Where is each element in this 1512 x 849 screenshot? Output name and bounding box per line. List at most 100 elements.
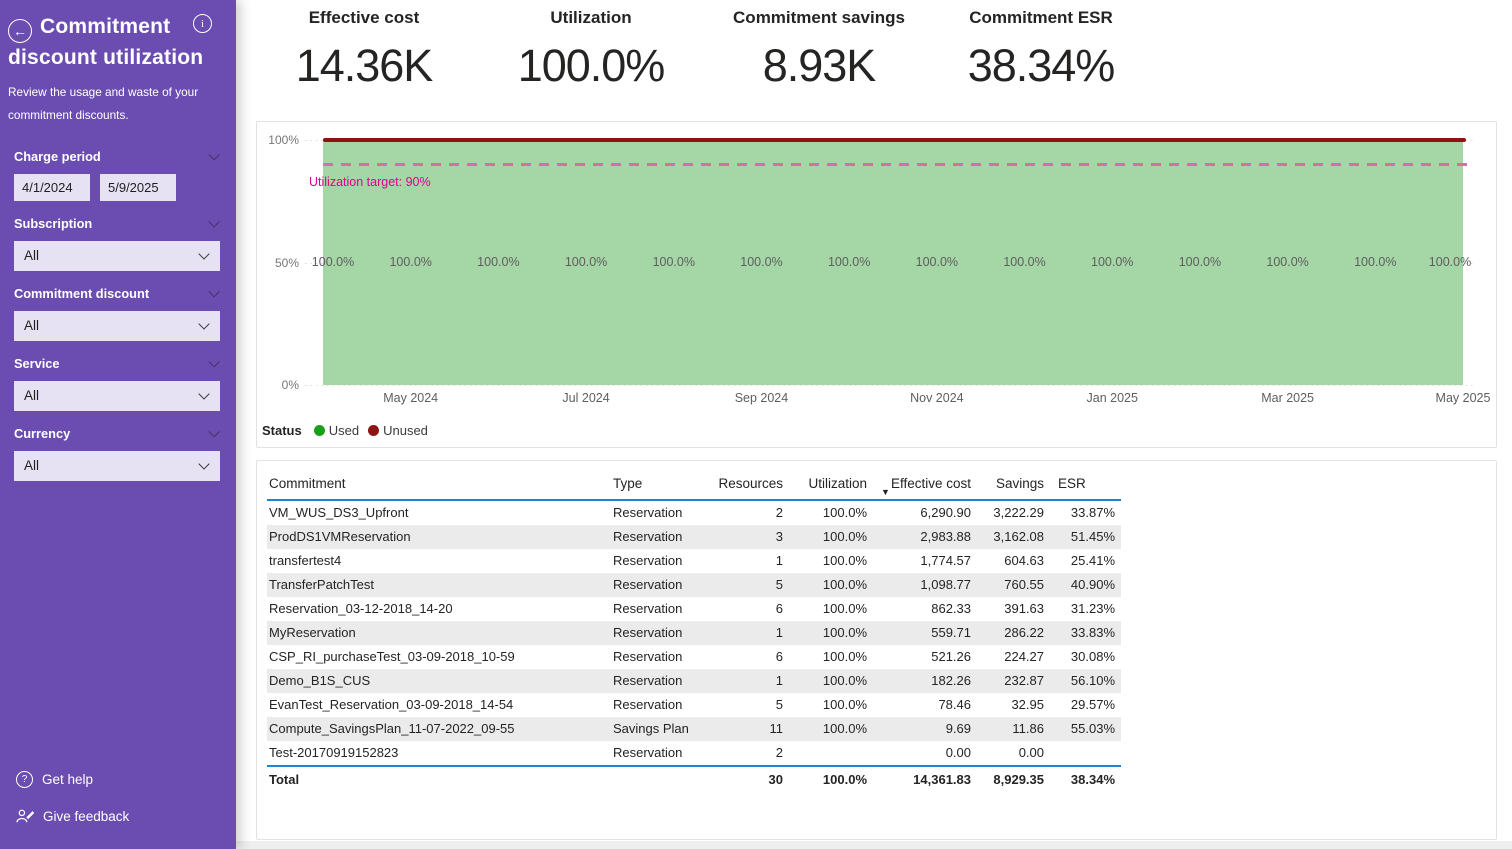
table-row[interactable]: transfertest4 Reservation 1 100.0% 1,774.57 6… — [267, 549, 1121, 573]
cell-resources: 3 — [775, 529, 783, 544]
filter-header-charge-period[interactable]: Charge period — [14, 147, 220, 167]
kpi-label: Effective cost — [308, 8, 420, 27]
currency-dropdown[interactable]: All — [14, 450, 220, 481]
legend-item-unused[interactable]: Unused — [368, 423, 428, 438]
total-cell-type — [613, 767, 709, 791]
data-label: 100.0% — [564, 255, 608, 269]
cell-commitment: Demo_B1S_CUS — [269, 673, 371, 688]
data-label: 100.0% — [1003, 255, 1046, 269]
cell-utilization: 100.0% — [822, 529, 867, 544]
cell-effective-cost: 1,098.77 — [920, 577, 971, 592]
page-title: Commitment discount utilization — [8, 15, 204, 69]
commitments-table: Commitment Type Resources Utilization Effect… — [267, 471, 1121, 791]
legend-item-label: Unused — [383, 423, 428, 438]
table-row[interactable]: Demo_B1S_CUS Reservation 1 100.0% 182.26 232.… — [267, 669, 1121, 693]
cell-type: Reservation — [613, 697, 683, 712]
kpi-card-commitment-savings: Commitment savings 8.93K — [699, 8, 939, 92]
cell-resources: 1 — [775, 625, 783, 640]
y-axis-tick: 0% — [281, 378, 299, 392]
total-cell-savings: 8,929.35 — [993, 772, 1044, 787]
cell-utilization: 100.0% — [822, 649, 867, 664]
cell-savings: 224.27 — [1004, 649, 1044, 664]
kpi-label: Commitment ESR — [969, 8, 1113, 27]
give-feedback-button[interactable]: Give feedback — [16, 806, 129, 826]
cell-utilization: 100.0% — [822, 505, 867, 520]
charge-period-end-input[interactable]: 5/9/2025 — [100, 173, 176, 201]
utilization-target-line — [323, 163, 1473, 166]
cell-esr: 33.87% — [1070, 505, 1115, 520]
column-header-type[interactable]: Type — [613, 476, 643, 491]
cell-effective-cost: 9.69 — [945, 721, 971, 736]
table-row[interactable]: ProdDS1VMReservation Reservation 3 100.0% 2,… — [267, 525, 1121, 549]
cell-effective-cost: 0.00 — [945, 745, 971, 760]
column-header-utilization[interactable]: Utilization — [808, 476, 867, 491]
column-header-esr[interactable]: ESR — [1058, 476, 1086, 491]
data-label: 100.0% — [1178, 255, 1222, 269]
cell-esr: 29.57% — [1070, 697, 1115, 712]
table-row[interactable]: MyReservation Reservation 1 100.0% 559.71 286… — [267, 621, 1121, 645]
legend-dot-used-icon — [313, 425, 325, 436]
cell-commitment: EvanTest_Reservation_03-09-2018_14-54 — [269, 697, 514, 712]
cell-resources: 6 — [775, 601, 783, 616]
filter-header-service[interactable]: Service — [14, 354, 220, 374]
table-row[interactable]: Compute_SavingsPlan_11-07-2022_09-55 Savi… — [267, 717, 1121, 741]
cell-resources: 1 — [775, 553, 783, 568]
cell-esr: 31.23% — [1070, 601, 1115, 616]
filter-label-subscription: Subscription — [14, 216, 93, 232]
x-axis-tick: Jan 2025 — [1086, 391, 1138, 405]
info-icon[interactable]: i — [193, 14, 212, 33]
charge-period-start-input[interactable]: 4/1/2024 — [14, 173, 90, 201]
column-header-resources[interactable]: Resources — [718, 476, 783, 491]
column-header-commitment[interactable]: Commitment — [269, 476, 346, 491]
cell-commitment: Test-20170919152823 — [269, 745, 399, 760]
total-cell-resources: 30 — [768, 772, 783, 787]
x-axis-tick: Mar 2025 — [1261, 391, 1315, 405]
charge-period-dates: 4/1/2024 5/9/2025 — [14, 173, 220, 201]
legend-dot-unused-icon — [368, 425, 380, 436]
kpi-label: Utilization — [550, 8, 632, 27]
cell-type: Savings Plan — [613, 721, 689, 736]
get-help-button[interactable]: ? Get help — [16, 769, 129, 789]
data-label: 100.0% — [1428, 255, 1472, 269]
filter-header-commitment-discount[interactable]: Commitment discount — [14, 284, 220, 304]
total-cell-utilization: 100.0% — [822, 772, 867, 787]
table-row[interactable]: TransferPatchTest Reservation 5 100.0% 1,098… — [267, 573, 1121, 597]
table-row[interactable]: CSP_RI_purchaseTest_03-09-2018_10-59 Rese… — [267, 645, 1121, 669]
chevron-down-icon — [198, 388, 210, 400]
x-axis-tick: May 2025 — [1435, 391, 1491, 405]
cell-type: Reservation — [613, 649, 683, 664]
back-button[interactable]: ← — [8, 19, 32, 43]
sidebar-filters: Charge period 4/1/2024 5/9/2025 Subscriptio… — [0, 127, 236, 481]
cell-type: Reservation — [613, 577, 683, 592]
table-row[interactable]: Test-20170919152823 Reservation 2 0.00 0.00 — [267, 741, 1121, 765]
column-header-effective-cost[interactable]: Effective cost — [890, 476, 971, 491]
cell-utilization — [783, 741, 867, 765]
column-header-savings[interactable]: Savings — [995, 476, 1044, 491]
commitment-discount-dropdown[interactable]: All — [14, 310, 220, 341]
cell-commitment: VM_WUS_DS3_Upfront — [269, 505, 409, 520]
feedback-icon — [16, 808, 34, 824]
data-label: 100.0% — [1266, 255, 1309, 269]
cell-esr: 25.41% — [1070, 553, 1115, 568]
cell-type: Reservation — [613, 505, 683, 520]
chevron-down-icon — [208, 426, 220, 438]
service-dropdown[interactable]: All — [14, 380, 220, 411]
y-axis-tick: 50% — [274, 255, 299, 270]
subscription-dropdown[interactable]: All — [14, 240, 220, 271]
sidebar-footer: ? Get help Give feedback — [16, 769, 129, 843]
cell-type: Reservation — [613, 601, 683, 616]
x-axis-tick: Jul 2024 — [562, 391, 610, 405]
legend-title: Status — [262, 423, 302, 438]
table-row[interactable]: Reservation_03-12-2018_14-20 Reservation 6… — [267, 597, 1121, 621]
filter-header-currency[interactable]: Currency — [14, 424, 220, 444]
cell-resources: 11 — [769, 721, 784, 736]
cell-type: Reservation — [613, 673, 683, 688]
filter-header-subscription[interactable]: Subscription — [14, 214, 220, 234]
cell-type: Reservation — [613, 529, 683, 544]
cell-resources: 2 — [775, 505, 783, 520]
kpi-row: Effective cost 14.36K Utilization 100.0% Com… — [256, 0, 1356, 118]
table-row[interactable]: EvanTest_Reservation_03-09-2018_14-54 Res… — [267, 693, 1121, 717]
legend-item-used[interactable]: Used — [313, 423, 359, 438]
table-row[interactable]: VM_WUS_DS3_Upfront Reservation 2 100.0% 6,29… — [267, 501, 1121, 525]
